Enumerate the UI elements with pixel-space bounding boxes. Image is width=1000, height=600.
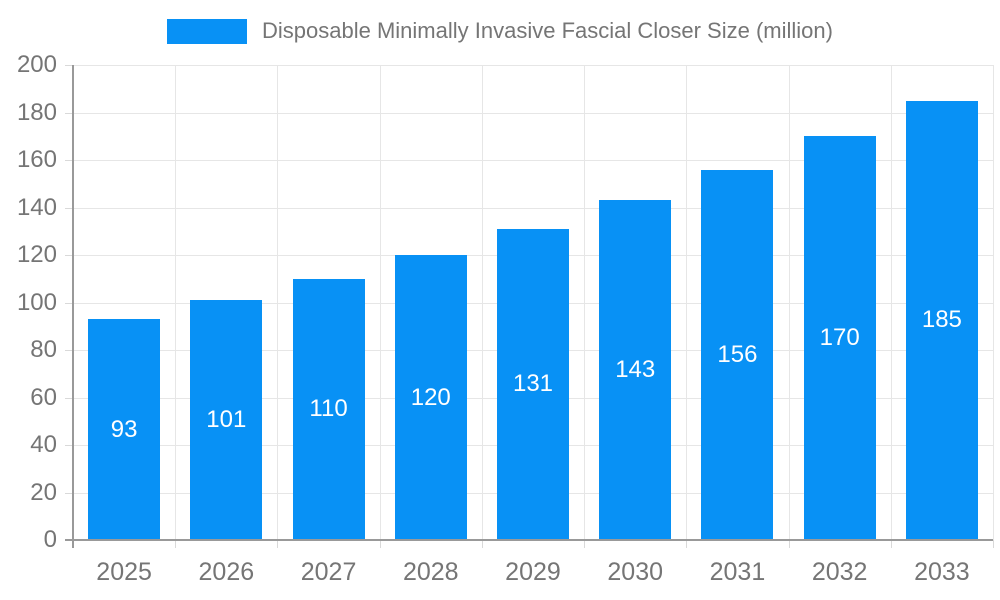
y-tick <box>65 397 73 399</box>
y-gridline <box>73 207 993 209</box>
bar-2033 <box>905 100 978 540</box>
y-gridline <box>73 65 993 66</box>
x-gridline <box>175 65 177 540</box>
x-gridline <box>890 65 892 540</box>
x-tick <box>277 540 279 548</box>
bar-value-label: 110 <box>309 395 348 423</box>
y-tick <box>65 207 73 209</box>
bar-2030 <box>599 200 672 540</box>
y-tick <box>65 160 73 161</box>
x-tick-label: 2026 <box>198 558 255 586</box>
x-gridline <box>788 65 790 540</box>
y-tick-label: 80 <box>30 336 57 363</box>
y-tick-label: 100 <box>16 288 57 316</box>
y-tick-label: 40 <box>30 431 57 458</box>
y-tick <box>65 492 73 494</box>
y-gridline <box>73 112 993 114</box>
x-tick-label: 2028 <box>402 558 459 586</box>
bar-2026 <box>190 300 263 540</box>
bar-2031 <box>701 169 774 540</box>
y-tick-label: 140 <box>16 193 57 221</box>
x-tick <box>993 540 994 548</box>
y-tick <box>65 350 73 351</box>
y-tick <box>65 302 73 304</box>
chart-legend: Disposable Minimally Invasive Fascial Cl… <box>0 18 1000 44</box>
x-tick-label: 2031 <box>709 558 766 586</box>
bar-value-label: 120 <box>410 383 451 411</box>
x-tick-label: 2030 <box>607 558 664 586</box>
bar-value-label: 131 <box>512 370 554 398</box>
y-gridline <box>73 160 993 161</box>
bar-value-label: 170 <box>819 324 860 352</box>
bar-2032 <box>803 136 876 540</box>
x-tick-label: 2025 <box>96 558 152 586</box>
bar-2025 <box>88 319 161 540</box>
bar-2029 <box>497 228 569 540</box>
x-tick <box>788 540 790 548</box>
bar-value-label: 143 <box>615 356 656 384</box>
y-tick-label: 120 <box>16 241 57 268</box>
x-gridline <box>379 65 381 540</box>
y-tick <box>65 445 73 446</box>
y-tick-label: 0 <box>43 526 57 553</box>
bar-value-label: 156 <box>717 340 758 368</box>
bar-2028 <box>394 255 467 540</box>
y-tick-label: 20 <box>30 478 57 506</box>
x-tick-label: 2029 <box>505 558 561 586</box>
plot-right-border <box>993 65 994 540</box>
x-tick-label: 2027 <box>300 558 357 586</box>
x-tick <box>686 540 688 548</box>
x-tick <box>175 540 177 548</box>
y-tick-label: 160 <box>16 146 57 173</box>
x-gridline <box>277 65 279 540</box>
y-tick <box>65 112 73 114</box>
y-tick <box>65 65 73 66</box>
bar-value-label: 185 <box>921 306 962 334</box>
x-gridline <box>584 65 586 540</box>
bar-value-label: 93 <box>110 415 138 443</box>
y-axis-line <box>72 65 74 548</box>
bar-value-label: 101 <box>206 406 247 434</box>
x-tick <box>584 540 586 548</box>
x-tick <box>379 540 381 548</box>
legend-label: Disposable Minimally Invasive Fascial Cl… <box>262 18 833 43</box>
y-tick-label: 60 <box>30 383 57 411</box>
x-tick <box>481 540 483 548</box>
y-tick <box>65 255 73 256</box>
x-gridline <box>481 65 483 540</box>
bar-2027 <box>292 278 365 540</box>
x-gridline <box>686 65 688 540</box>
x-tick-label: 2032 <box>811 558 868 586</box>
y-tick-label: 180 <box>16 98 57 126</box>
legend-swatch <box>167 18 248 44</box>
y-tick-label: 200 <box>16 51 57 78</box>
x-tick-label: 2033 <box>914 558 970 586</box>
x-axis-line <box>65 539 993 541</box>
x-tick <box>890 540 892 548</box>
